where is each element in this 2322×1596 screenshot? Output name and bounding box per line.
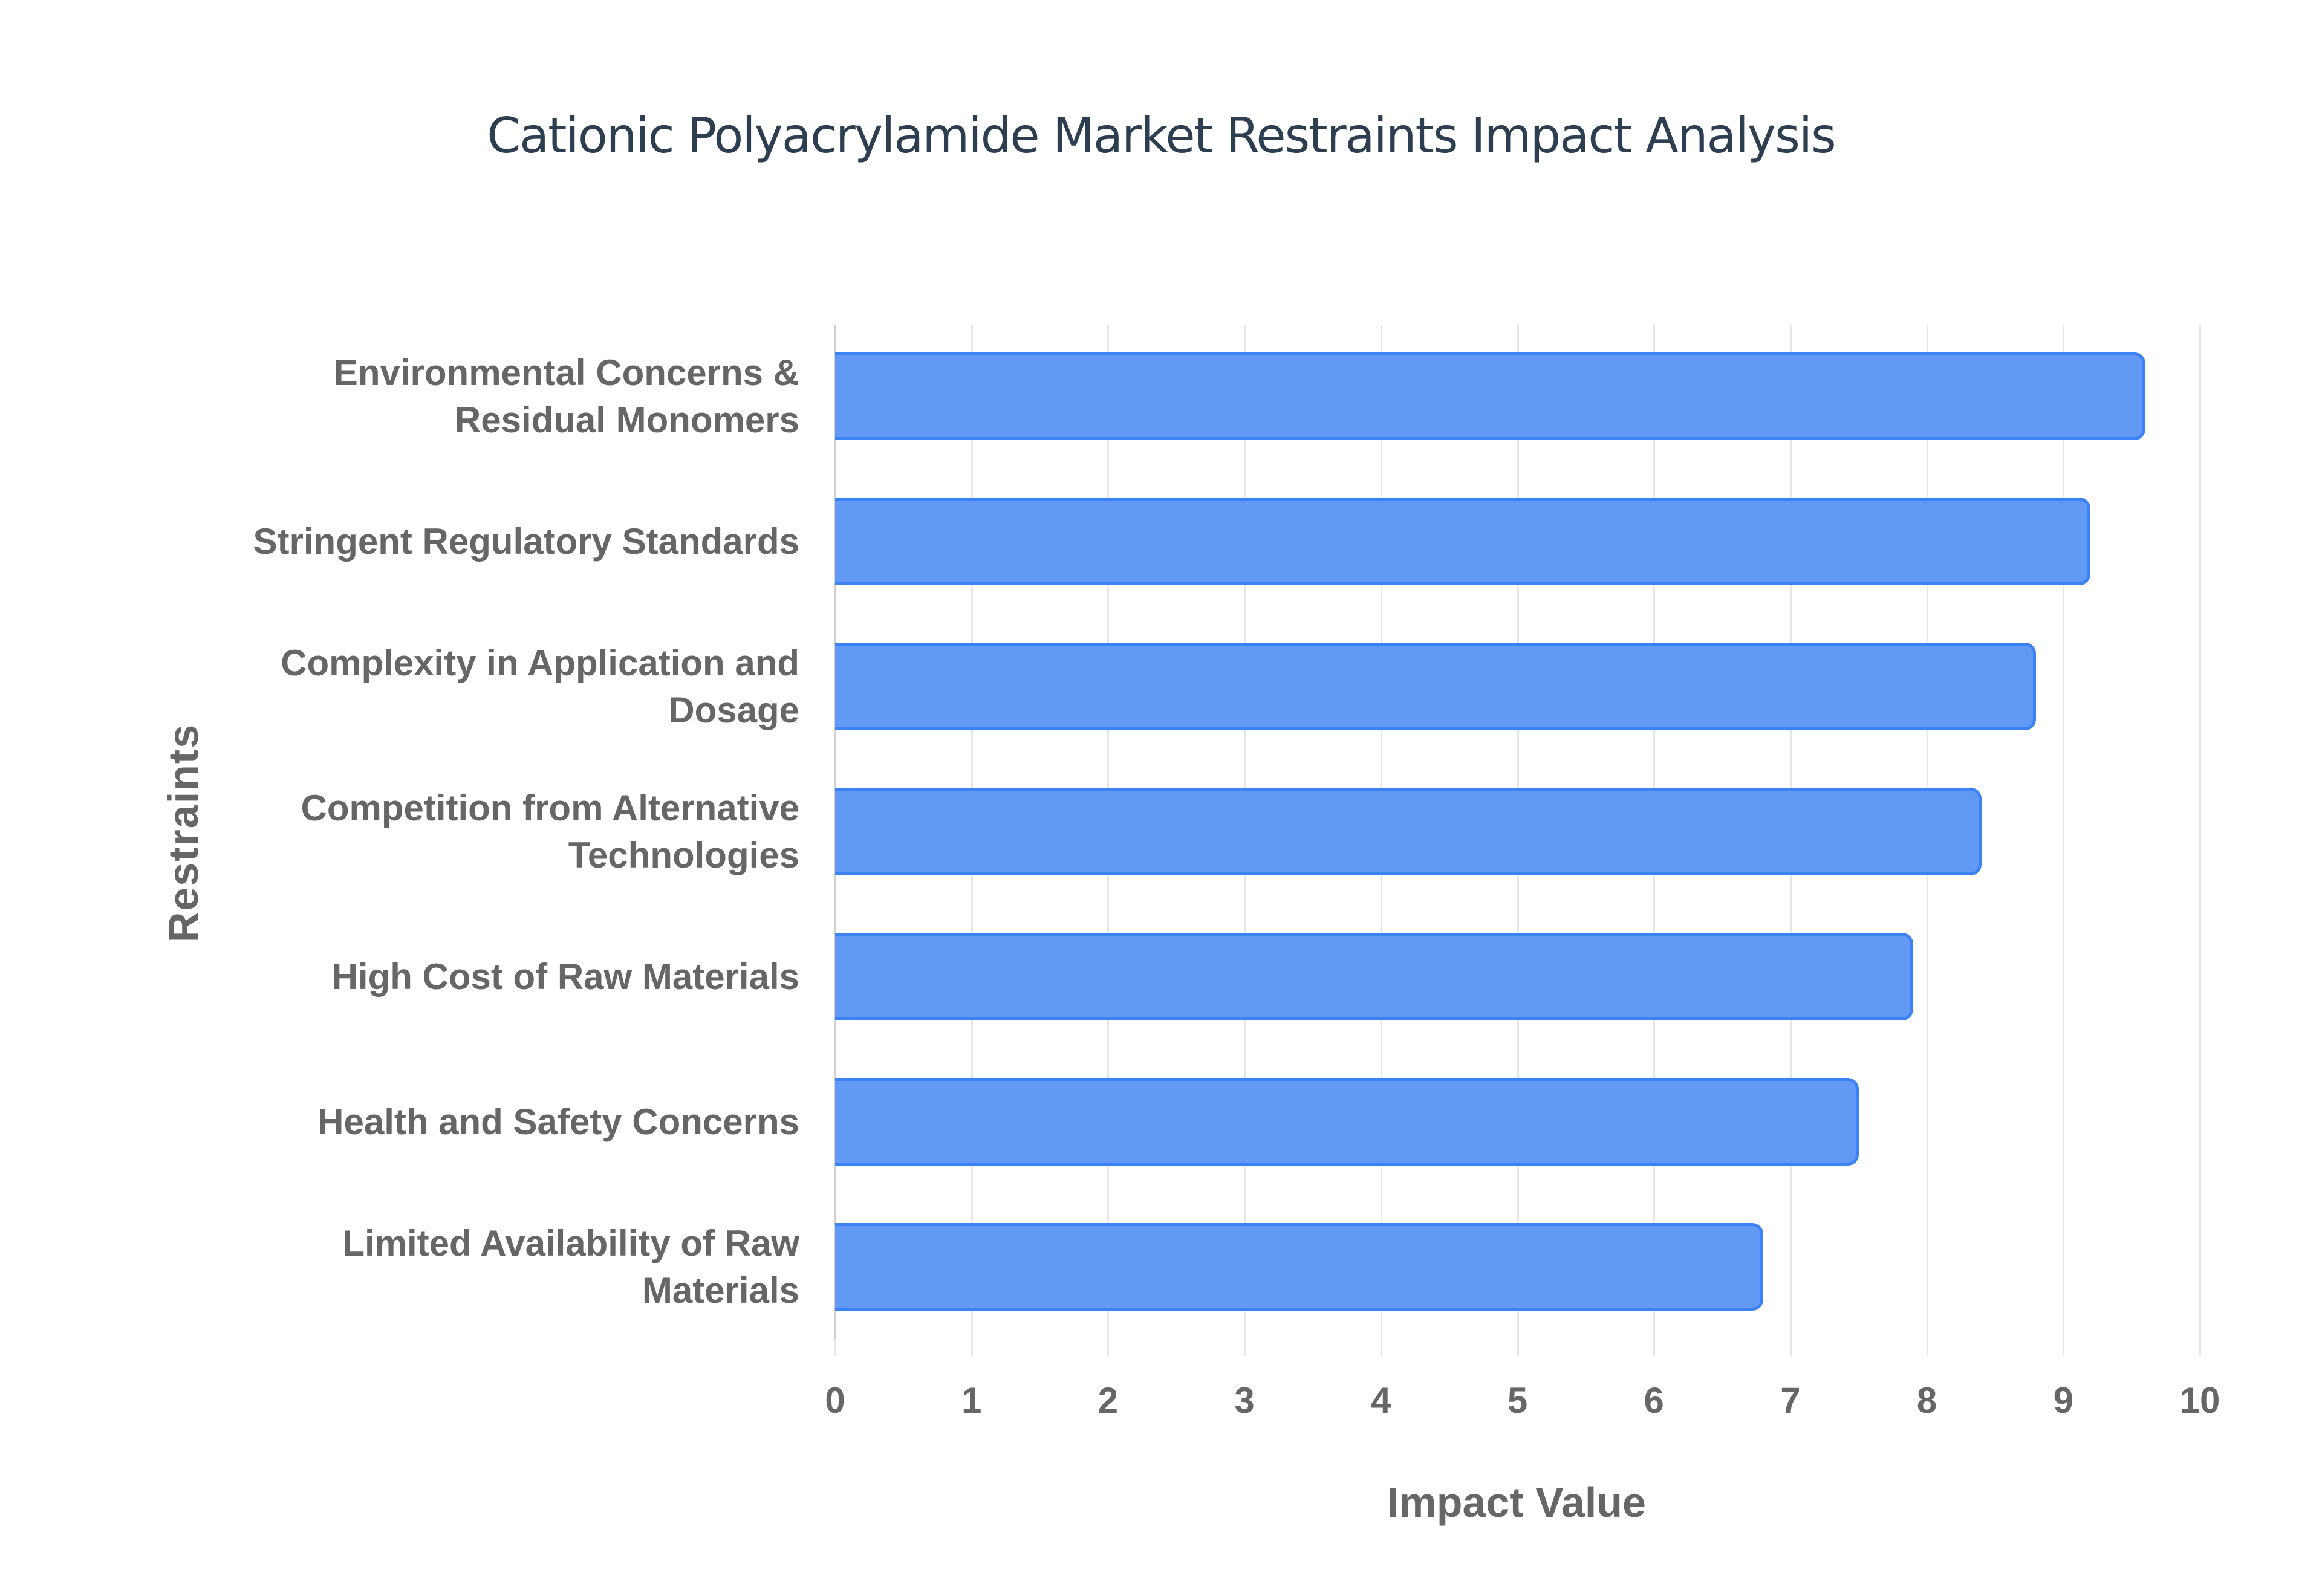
tick-mark bbox=[1380, 1339, 1382, 1356]
y-category-label-line: Dosage bbox=[668, 689, 799, 730]
bar[interactable] bbox=[835, 1078, 1859, 1166]
tick-mark bbox=[1926, 1339, 1928, 1356]
gridline bbox=[2199, 325, 2201, 1339]
x-tick-label: 1 bbox=[961, 1380, 982, 1421]
bar[interactable] bbox=[835, 498, 2091, 585]
x-tick-label: 5 bbox=[1507, 1380, 1528, 1421]
bar[interactable] bbox=[835, 643, 2037, 730]
bar[interactable] bbox=[835, 933, 1914, 1020]
y-category-label-line: Stringent Regulatory Standards bbox=[253, 521, 799, 562]
tick-mark bbox=[971, 1339, 973, 1356]
x-tick-label: 3 bbox=[1234, 1380, 1255, 1421]
y-category-label-line: Competition from Alternative bbox=[301, 787, 799, 828]
y-category-label: Environmental Concerns & Residual Monomer… bbox=[195, 349, 799, 444]
x-tick-label: 4 bbox=[1371, 1380, 1391, 1421]
plot-area bbox=[834, 325, 2201, 1356]
gridline bbox=[2063, 325, 2065, 1339]
y-category-label: Stringent Regulatory Standards bbox=[195, 518, 799, 565]
y-category-label-line: Residual Monomers bbox=[454, 399, 799, 440]
x-tick-label: 10 bbox=[2179, 1380, 2220, 1421]
y-category-label-line: Limited Availability of Raw bbox=[342, 1222, 799, 1264]
chart-title: Cationic Polyacrylamide Market Restraint… bbox=[487, 108, 1836, 164]
y-category-label-line: Environmental Concerns & bbox=[333, 352, 799, 393]
tick-mark bbox=[1789, 1339, 1792, 1356]
tick-mark bbox=[834, 1339, 836, 1356]
tick-mark bbox=[1517, 1339, 1519, 1356]
bar[interactable] bbox=[835, 352, 2145, 440]
x-tick-label: 9 bbox=[2053, 1380, 2073, 1421]
tick-mark bbox=[1107, 1339, 1110, 1356]
x-tick-label: 2 bbox=[1098, 1380, 1119, 1421]
x-tick-label: 6 bbox=[1644, 1380, 1664, 1421]
y-category-label-line: Technologies bbox=[568, 834, 799, 875]
y-category-label-line: High Cost of Raw Materials bbox=[331, 956, 799, 997]
y-category-label: Complexity in Application and Dosage bbox=[195, 640, 799, 734]
bar[interactable] bbox=[835, 1223, 1763, 1311]
y-category-label: Health and Safety Concerns bbox=[195, 1098, 799, 1146]
y-category-label-line: Complexity in Application and bbox=[281, 642, 799, 683]
bar[interactable] bbox=[835, 788, 1982, 875]
tick-mark bbox=[1653, 1339, 1656, 1356]
tick-mark bbox=[1244, 1339, 1246, 1356]
x-axis-title: Impact Value bbox=[1387, 1479, 1646, 1526]
y-category-label-line: Materials bbox=[642, 1270, 799, 1311]
y-axis-title: Restraints bbox=[160, 723, 207, 943]
x-tick-label: 0 bbox=[825, 1380, 845, 1421]
y-category-label: Limited Availability of Raw Materials bbox=[195, 1220, 799, 1314]
y-category-label: High Cost of Raw Materials bbox=[195, 953, 799, 1001]
x-tick-label: 7 bbox=[1780, 1380, 1801, 1421]
x-tick-label: 8 bbox=[1916, 1380, 1937, 1421]
tick-mark bbox=[2199, 1339, 2201, 1356]
tick-mark bbox=[2063, 1339, 2065, 1356]
y-category-label-line: Health and Safety Concerns bbox=[317, 1101, 799, 1142]
y-category-label: Competition from Alternative Technologies bbox=[195, 785, 799, 879]
